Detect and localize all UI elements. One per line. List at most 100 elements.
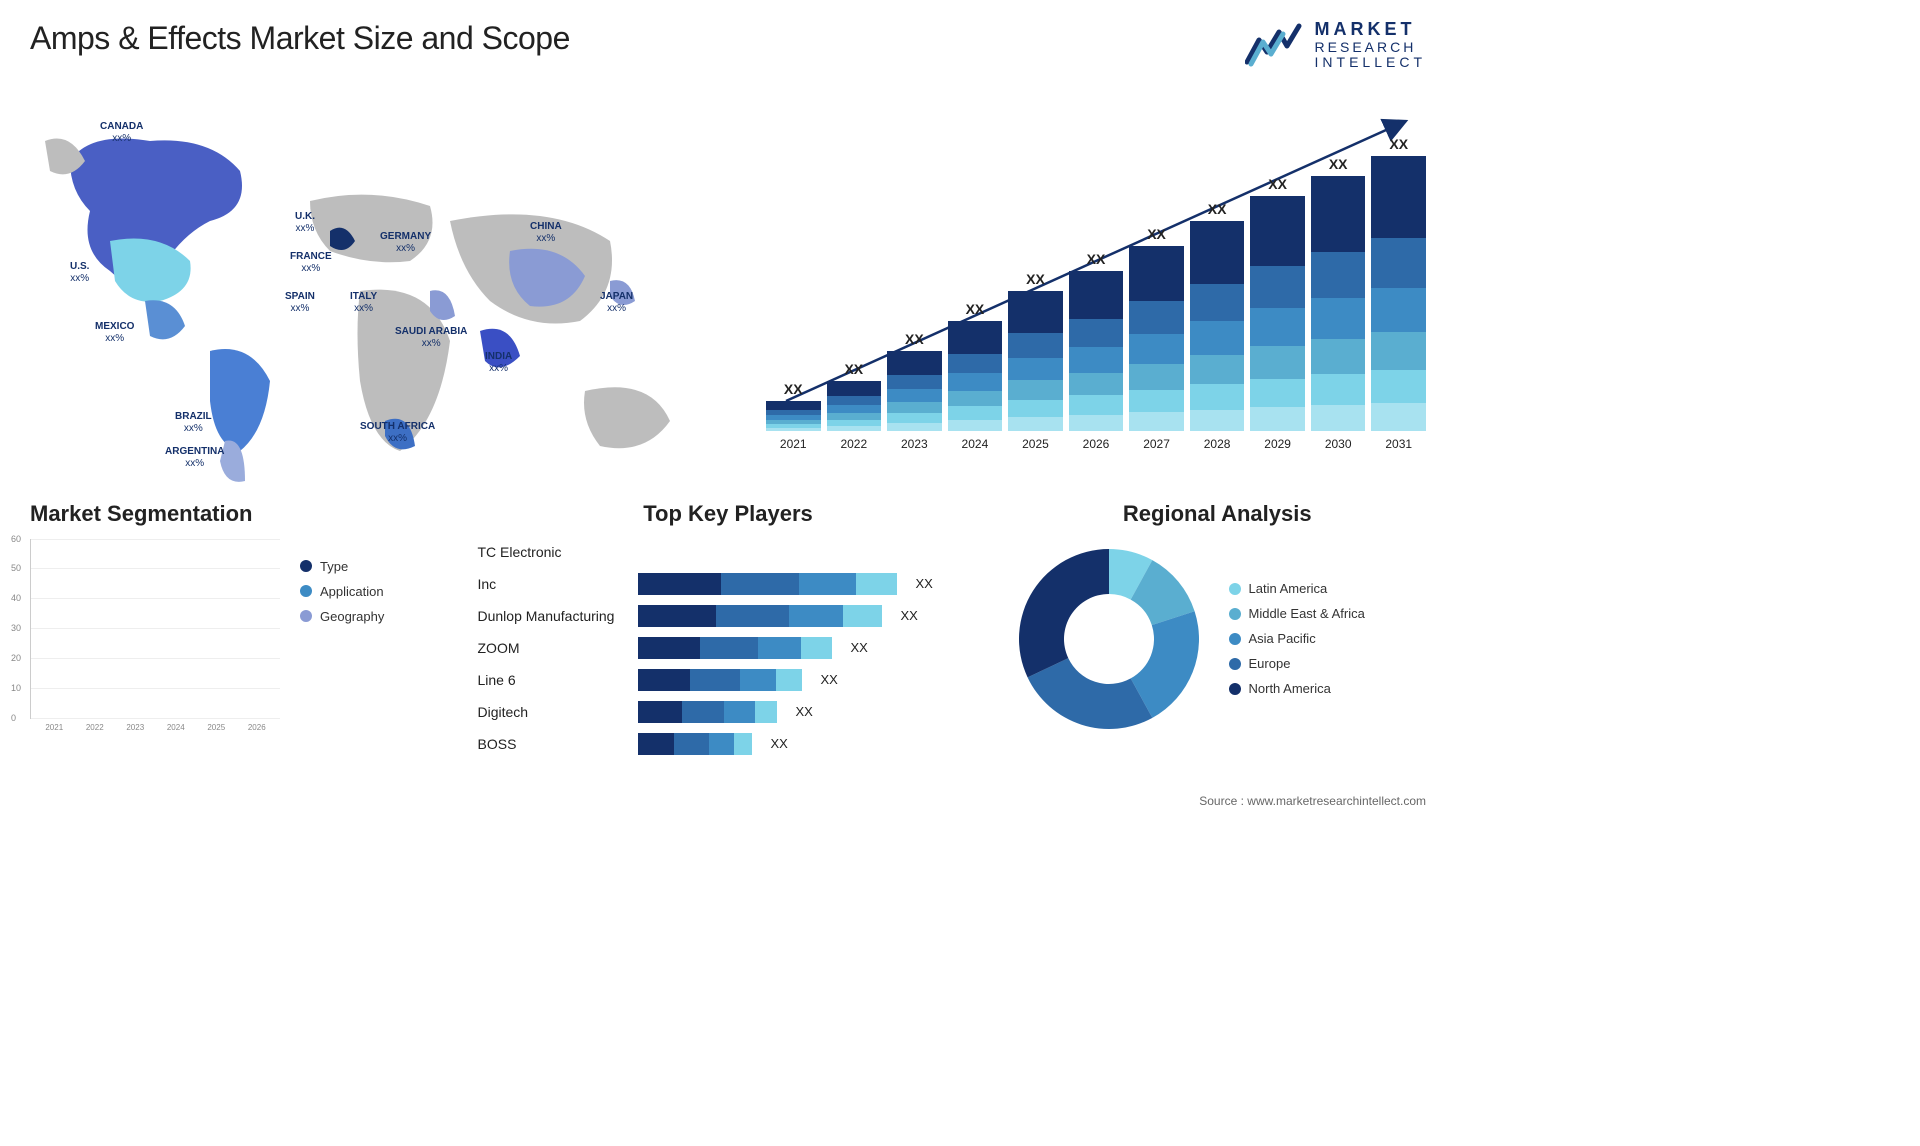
player-bar: [638, 605, 883, 627]
map-label: SAUDI ARABIAxx%: [395, 326, 467, 350]
growth-year-label: 2023: [901, 437, 928, 451]
player-row: Digitech XX: [478, 699, 979, 725]
player-bar: [638, 733, 753, 755]
player-bar: [638, 669, 803, 691]
map-label: SOUTH AFRICAxx%: [360, 421, 435, 445]
players-list: TC Electronic Inc XX Dunlop Manufacturing XX…: [478, 539, 979, 757]
growth-year-label: 2028: [1204, 437, 1231, 451]
player-row: Dunlop Manufacturing XX: [478, 603, 979, 629]
source-text: Source : www.marketresearchintellect.com: [1199, 794, 1426, 808]
growth-bar: XX2024: [948, 301, 1003, 431]
growth-value: XX: [1026, 271, 1045, 287]
segmentation-panel: Market Segmentation 01020304050602021202…: [30, 501, 448, 757]
growth-value: XX: [1268, 176, 1287, 192]
top-section: CANADAxx% U.S.xx% MEXICOxx% BRAZILxx% ARGENT…: [30, 91, 1426, 471]
player-name: BOSS: [478, 736, 628, 752]
growth-year-label: 2031: [1385, 437, 1412, 451]
player-name: TC Electronic: [478, 544, 628, 560]
players-panel: Top Key Players TC ElectronicIncXXDunlop…: [478, 501, 979, 757]
map-label: U.K.xx%: [295, 211, 315, 235]
map-label: JAPANxx%: [600, 291, 633, 315]
growth-chart-panel: XX2021XX2022XX2023XX2024XX2025XX2026XX20…: [766, 91, 1426, 471]
growth-year-label: 2022: [840, 437, 867, 451]
donut-segment: [1019, 549, 1109, 677]
map-label: CHINAxx%: [530, 221, 562, 245]
player-name: Dunlop Manufacturing: [478, 608, 628, 624]
header: Amps & Effects Market Size and Scope MAR…: [30, 20, 1426, 71]
player-value: XX: [796, 704, 813, 719]
growth-value: XX: [1208, 201, 1227, 217]
player-bar: [638, 637, 833, 659]
growth-value: XX: [1147, 226, 1166, 242]
growth-bar: XX2025: [1008, 271, 1063, 431]
growth-year-label: 2027: [1143, 437, 1170, 451]
player-value: XX: [771, 736, 788, 751]
map-label: SPAINxx%: [285, 291, 315, 315]
growth-value: XX: [1087, 251, 1106, 267]
regional-title: Regional Analysis: [1009, 501, 1427, 527]
growth-bar: XX2030: [1311, 156, 1366, 431]
growth-year-label: 2030: [1325, 437, 1352, 451]
growth-bar: XX2028: [1190, 201, 1245, 431]
segmentation-legend: TypeApplicationGeography: [300, 539, 384, 719]
growth-year-label: 2024: [962, 437, 989, 451]
player-name: ZOOM: [478, 640, 628, 656]
map-label: MEXICOxx%: [95, 321, 134, 345]
growth-bar: XX2031: [1371, 136, 1426, 431]
growth-value: XX: [966, 301, 985, 317]
growth-value: XX: [1389, 136, 1408, 152]
player-value: XX: [821, 672, 838, 687]
player-value: XX: [916, 576, 933, 591]
growth-year-label: 2025: [1022, 437, 1049, 451]
map-label: FRANCExx%: [290, 251, 332, 275]
legend-item: Geography: [300, 609, 384, 624]
players-title: Top Key Players: [478, 501, 979, 527]
player-name: Digitech: [478, 704, 628, 720]
logo-text-3: INTELLECT: [1315, 55, 1426, 70]
player-row: TC Electronic: [478, 539, 979, 565]
growth-bar: XX2021: [766, 381, 821, 431]
bottom-section: Market Segmentation 01020304050602021202…: [30, 501, 1426, 757]
legend-item: Asia Pacific: [1229, 631, 1365, 646]
growth-bar: XX2026: [1069, 251, 1124, 431]
growth-bar: XX2022: [827, 361, 882, 431]
player-row: BOSS XX: [478, 731, 979, 757]
player-row: ZOOM XX: [478, 635, 979, 661]
brand-logo: MARKET RESEARCH INTELLECT: [1245, 20, 1426, 71]
growth-bar: XX2023: [887, 331, 942, 431]
growth-value: XX: [1329, 156, 1348, 172]
world-map-panel: CANADAxx% U.S.xx% MEXICOxx% BRAZILxx% ARGENT…: [30, 91, 736, 471]
regional-donut: [1009, 539, 1209, 739]
growth-year-label: 2021: [780, 437, 807, 451]
map-label: U.S.xx%: [70, 261, 89, 285]
player-name: Inc: [478, 576, 628, 592]
map-label: ARGENTINAxx%: [165, 446, 224, 470]
map-label: BRAZILxx%: [175, 411, 212, 435]
donut-segment: [1027, 658, 1152, 729]
player-value: XX: [901, 608, 918, 623]
player-row: Inc XX: [478, 571, 979, 597]
growth-bar: XX2029: [1250, 176, 1305, 431]
regional-legend: Latin America Middle East & Africa Asia Pa…: [1229, 581, 1365, 696]
logo-icon: [1245, 22, 1305, 68]
legend-item: North America: [1229, 681, 1365, 696]
regional-panel: Regional Analysis Latin America Middle Ea…: [1009, 501, 1427, 757]
map-label: ITALYxx%: [350, 291, 377, 315]
segmentation-title: Market Segmentation: [30, 501, 448, 527]
logo-text-1: MARKET: [1315, 20, 1426, 40]
legend-item: Application: [300, 584, 384, 599]
growth-bar: XX2027: [1129, 226, 1184, 431]
legend-item: Latin America: [1229, 581, 1365, 596]
legend-item: Middle East & Africa: [1229, 606, 1365, 621]
player-bar: [638, 701, 778, 723]
player-value: XX: [851, 640, 868, 655]
segmentation-chart: 0102030405060202120222023202420252026: [30, 539, 280, 719]
growth-value: XX: [844, 361, 863, 377]
growth-value: XX: [784, 381, 803, 397]
player-name: Line 6: [478, 672, 628, 688]
growth-year-label: 2029: [1264, 437, 1291, 451]
map-label: INDIAxx%: [485, 351, 512, 375]
growth-year-label: 2026: [1083, 437, 1110, 451]
map-label: CANADAxx%: [100, 121, 143, 145]
growth-value: XX: [905, 331, 924, 347]
